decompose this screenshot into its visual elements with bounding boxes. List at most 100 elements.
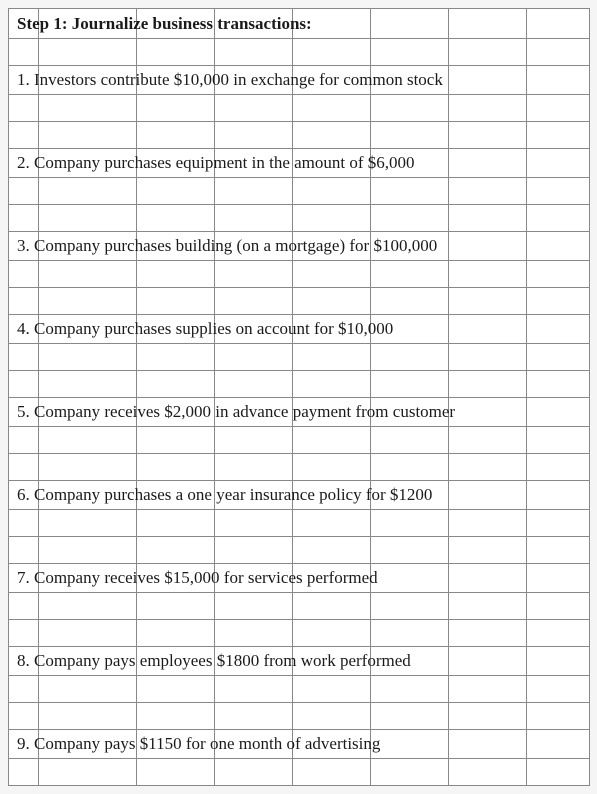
- cell[interactable]: [449, 454, 527, 481]
- cell[interactable]: [39, 122, 137, 149]
- cell[interactable]: [449, 205, 527, 232]
- cell[interactable]: [137, 454, 215, 481]
- cell[interactable]: [137, 371, 215, 398]
- cell[interactable]: [449, 9, 527, 39]
- cell[interactable]: [9, 510, 39, 537]
- cell[interactable]: [215, 510, 293, 537]
- cell[interactable]: [293, 261, 371, 288]
- cell[interactable]: [215, 703, 293, 730]
- cell[interactable]: [449, 510, 527, 537]
- cell[interactable]: [39, 261, 137, 288]
- cell[interactable]: 1. Investors contribute $10,000 in excha…: [9, 66, 39, 95]
- cell[interactable]: [527, 676, 590, 703]
- cell[interactable]: [9, 39, 39, 66]
- cell[interactable]: [293, 288, 371, 315]
- cell[interactable]: [9, 288, 39, 315]
- cell[interactable]: [527, 620, 590, 647]
- cell[interactable]: [527, 205, 590, 232]
- cell[interactable]: [215, 427, 293, 454]
- cell[interactable]: [449, 537, 527, 564]
- cell[interactable]: [293, 510, 371, 537]
- cell[interactable]: [449, 66, 527, 95]
- cell[interactable]: [527, 232, 590, 261]
- cell[interactable]: [527, 315, 590, 344]
- cell[interactable]: [371, 205, 449, 232]
- cell[interactable]: [293, 178, 371, 205]
- cell[interactable]: [449, 371, 527, 398]
- cell[interactable]: [9, 537, 39, 564]
- cell[interactable]: [137, 39, 215, 66]
- cell[interactable]: [293, 344, 371, 371]
- cell[interactable]: [527, 95, 590, 122]
- cell[interactable]: [9, 371, 39, 398]
- cell[interactable]: [527, 593, 590, 620]
- cell[interactable]: [371, 454, 449, 481]
- cell[interactable]: [371, 510, 449, 537]
- cell[interactable]: [371, 676, 449, 703]
- cell[interactable]: [371, 178, 449, 205]
- cell[interactable]: [449, 288, 527, 315]
- cell[interactable]: [215, 759, 293, 786]
- cell[interactable]: [371, 39, 449, 66]
- cell[interactable]: [527, 261, 590, 288]
- cell[interactable]: [371, 564, 449, 593]
- cell[interactable]: [527, 149, 590, 178]
- cell[interactable]: [293, 454, 371, 481]
- cell[interactable]: 7. Company receives $15,000 for services…: [9, 564, 39, 593]
- cell[interactable]: [371, 371, 449, 398]
- cell[interactable]: [371, 261, 449, 288]
- cell[interactable]: [39, 178, 137, 205]
- cell[interactable]: [293, 39, 371, 66]
- cell[interactable]: 4. Company purchases supplies on account…: [9, 315, 39, 344]
- cell[interactable]: [371, 759, 449, 786]
- cell[interactable]: [137, 344, 215, 371]
- cell[interactable]: [9, 676, 39, 703]
- cell[interactable]: [371, 95, 449, 122]
- cell[interactable]: [293, 620, 371, 647]
- cell[interactable]: [371, 288, 449, 315]
- cell[interactable]: [449, 122, 527, 149]
- cell[interactable]: [449, 647, 527, 676]
- cell[interactable]: [527, 398, 590, 427]
- cell[interactable]: [371, 730, 449, 759]
- cell[interactable]: [449, 149, 527, 178]
- cell[interactable]: [449, 759, 527, 786]
- cell[interactable]: [39, 39, 137, 66]
- cell[interactable]: [215, 39, 293, 66]
- cell[interactable]: [39, 344, 137, 371]
- cell[interactable]: [449, 95, 527, 122]
- cell[interactable]: 2. Company purchases equipment in the am…: [9, 149, 39, 178]
- cell[interactable]: [527, 371, 590, 398]
- cell[interactable]: [371, 537, 449, 564]
- cell[interactable]: [527, 510, 590, 537]
- cell[interactable]: 3. Company purchases building (on a mort…: [9, 232, 39, 261]
- cell[interactable]: [449, 315, 527, 344]
- cell[interactable]: [39, 427, 137, 454]
- cell[interactable]: [215, 122, 293, 149]
- cell[interactable]: [371, 122, 449, 149]
- cell[interactable]: [215, 454, 293, 481]
- cell[interactable]: [527, 537, 590, 564]
- cell[interactable]: [215, 676, 293, 703]
- cell[interactable]: [39, 510, 137, 537]
- cell[interactable]: [527, 454, 590, 481]
- cell[interactable]: [215, 261, 293, 288]
- cell[interactable]: [527, 703, 590, 730]
- cell[interactable]: [293, 371, 371, 398]
- cell[interactable]: [9, 759, 39, 786]
- cell[interactable]: [215, 344, 293, 371]
- cell[interactable]: 8. Company pays employees $1800 from wor…: [9, 647, 39, 676]
- cell[interactable]: [449, 593, 527, 620]
- cell[interactable]: [527, 66, 590, 95]
- cell[interactable]: [9, 593, 39, 620]
- cell[interactable]: [293, 205, 371, 232]
- cell[interactable]: [527, 730, 590, 759]
- cell[interactable]: [39, 205, 137, 232]
- cell[interactable]: [293, 703, 371, 730]
- cell[interactable]: 5. Company receives $2,000 in advance pa…: [9, 398, 39, 427]
- cell[interactable]: [449, 39, 527, 66]
- cell[interactable]: [39, 620, 137, 647]
- cell[interactable]: [39, 371, 137, 398]
- cell[interactable]: [371, 593, 449, 620]
- cell[interactable]: [137, 676, 215, 703]
